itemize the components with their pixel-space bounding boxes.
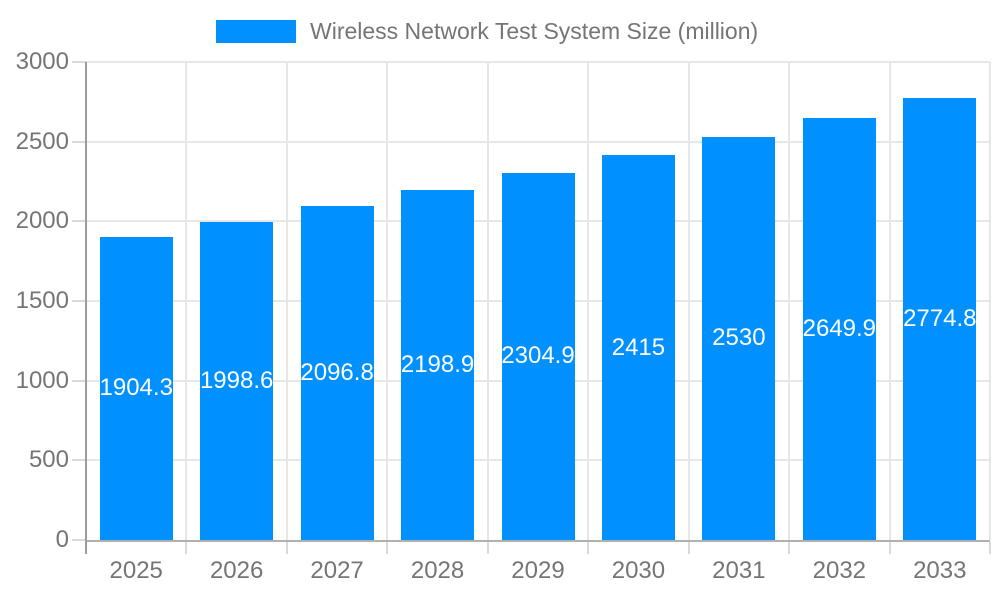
y-tick	[72, 539, 86, 541]
y-axis-label: 1000	[15, 366, 69, 394]
bar[interactable]	[200, 221, 274, 540]
x-gridline	[989, 62, 991, 540]
x-gridline	[386, 62, 389, 540]
y-axis-label: 2000	[15, 207, 69, 235]
x-tick	[185, 542, 188, 554]
x-gridline	[888, 62, 891, 540]
bar[interactable]	[601, 155, 675, 540]
y-tick	[72, 140, 86, 143]
x-gridline	[587, 62, 590, 540]
y-gridline	[86, 140, 990, 143]
x-tick	[687, 542, 690, 554]
y-tick	[72, 379, 86, 382]
y-axis-label: 500	[28, 446, 69, 474]
x-axis-label: 2027	[310, 557, 364, 584]
bar-value-label: 1998.6	[199, 366, 274, 394]
x-tick	[486, 542, 489, 554]
bar-value-label: 2774.8	[903, 304, 977, 332]
x-tick	[285, 542, 288, 554]
y-axis-line	[85, 62, 87, 554]
x-axis-label: 2031	[712, 557, 766, 584]
x-tick	[888, 542, 891, 554]
bar[interactable]	[300, 205, 374, 540]
x-gridline	[285, 62, 288, 540]
bar[interactable]	[802, 117, 876, 540]
x-tick	[587, 542, 590, 554]
x-tick	[386, 542, 389, 554]
y-axis-label: 3000	[15, 48, 69, 75]
bar-value-label: 2198.9	[400, 350, 475, 378]
x-gridline	[788, 62, 791, 540]
bar-value-label: 2415	[611, 333, 666, 361]
x-axis-label: 2025	[109, 557, 163, 584]
x-tick	[989, 542, 991, 554]
y-gridline	[86, 61, 990, 63]
bar-value-label: 2530	[712, 324, 766, 352]
x-tick	[788, 542, 791, 554]
legend-swatch	[216, 20, 296, 43]
x-axis-label: 2032	[812, 557, 867, 584]
x-gridline	[687, 62, 690, 540]
bar[interactable]	[903, 97, 977, 540]
bar[interactable]	[702, 136, 776, 540]
x-axis-label: 2029	[511, 557, 565, 584]
y-tick	[72, 459, 86, 462]
x-gridline	[185, 62, 188, 540]
x-axis-label: 2030	[611, 557, 666, 584]
bar[interactable]	[501, 172, 575, 540]
x-gridline	[486, 62, 489, 540]
bar-value-label: 2304.9	[501, 342, 575, 370]
y-axis-label: 0	[55, 526, 69, 553]
bar-value-label: 1904.3	[99, 374, 173, 402]
y-axis-label: 1500	[15, 287, 69, 314]
y-tick	[72, 220, 86, 223]
bar-value-label: 2649.9	[802, 314, 877, 342]
bar[interactable]	[401, 189, 475, 540]
bar-value-label: 2096.8	[300, 358, 374, 386]
y-tick	[72, 300, 86, 302]
x-axis-label: 2033	[913, 557, 967, 584]
legend-label: Wireless Network Test System Size (milli…	[310, 18, 759, 44]
x-axis-label: 2028	[410, 557, 465, 584]
y-axis-label: 2500	[15, 127, 69, 155]
x-axis-label: 2026	[209, 557, 264, 584]
y-tick	[72, 61, 86, 63]
bar[interactable]	[99, 236, 173, 540]
x-axis-line	[86, 540, 990, 542]
